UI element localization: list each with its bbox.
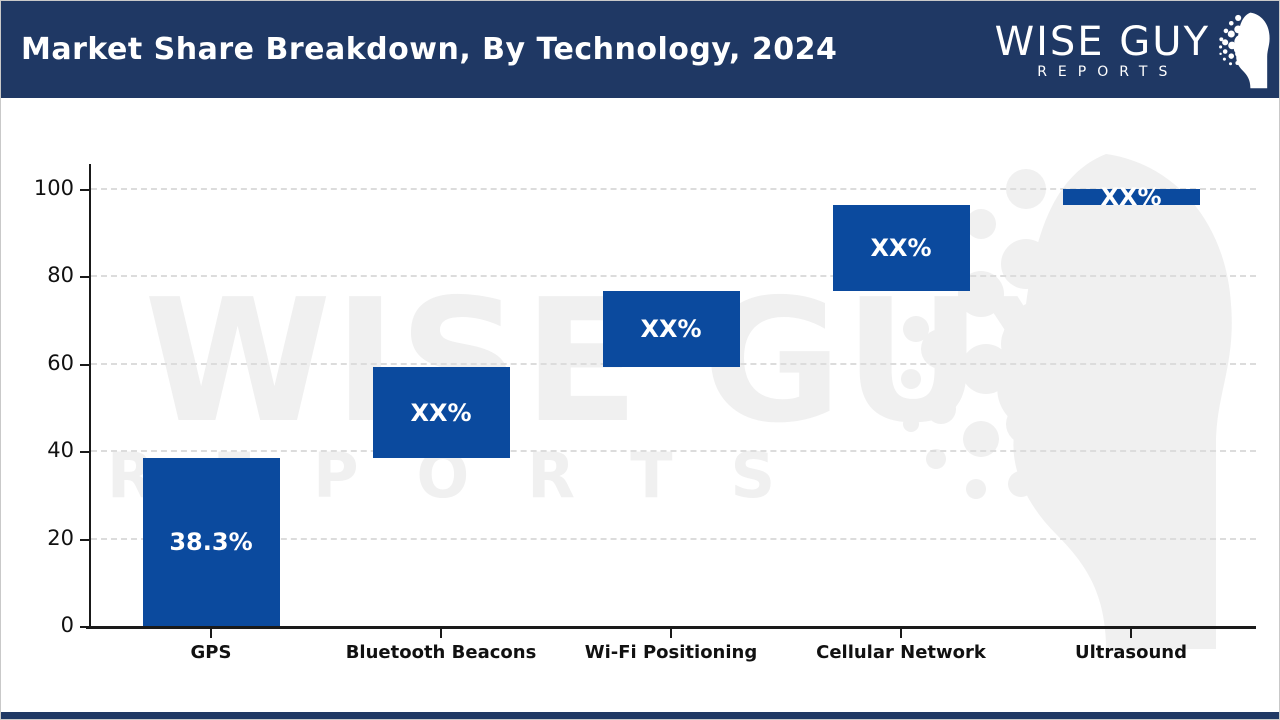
waterfall-chart: 0 20 40 60 80 100 38.3% GPS XX% Bluetooth Beacons… [1,98,1279,714]
y-tick-label-0: 0 [60,613,74,637]
brand-logo-reports: REPORTS [1037,63,1179,80]
bar-cellular-network: XX% [832,205,970,291]
x-tick-label-1: Bluetooth Beacons [345,642,537,663]
brand-logo-head-icon [1219,12,1270,89]
x-tick-1 [440,629,442,638]
y-tick-label-40: 40 [47,438,74,462]
bar-value-label: XX% [410,398,472,427]
y-tick-40 [80,451,89,453]
x-tick-label-3: Cellular Network [816,642,986,663]
y-tick-label-100: 100 [33,175,74,200]
brand-logo-wise-guy: WISE GUY [994,18,1210,65]
gridline-80 [91,275,1256,277]
bar-bluetooth-beacons: XX% [372,367,510,459]
gridline-40 [91,450,1256,452]
x-tick-3 [900,629,902,638]
x-tick-label-4: Ultrasound [1074,642,1187,663]
bar-value-label: 38.3% [169,528,253,557]
bar-ultrasound: XX% [1062,185,1200,209]
bar-value-label: XX% [870,234,932,262]
x-tick-label-0: GPS [190,642,232,663]
y-tick-60 [80,363,89,366]
gridline-20 [91,537,1256,540]
brand-logo-text: WISE GUY REPORTS [995,21,1210,80]
bar-value-label: XX% [640,314,702,343]
y-tick-0 [80,626,89,628]
bar-gps: 38.3% [142,458,280,626]
y-tick-100 [80,188,89,191]
page-title: Market Share Breakdown, By Technology, 2… [21,32,838,67]
bar-value-label: XX% [1100,182,1162,211]
brand-logo: WISE GUY REPORTS [995,7,1271,93]
y-tick-label-80: 80 [47,263,74,287]
x-tick-4 [1130,629,1132,638]
footer-bar [1,712,1279,719]
bar-wi-fi-positioning: XX% [602,290,740,367]
y-tick-label-60: 60 [47,350,74,375]
x-tick-0 [210,629,212,638]
y-axis-line [89,164,91,628]
y-tick-20 [80,538,89,541]
x-tick-2 [670,629,672,638]
x-axis-line [86,626,1256,629]
y-tick-label-20: 20 [47,525,74,550]
y-tick-80 [80,276,89,278]
x-tick-label-2: Wi-Fi Positioning [584,642,758,663]
header-bar: Market Share Breakdown, By Technology, 2… [1,1,1279,98]
gridline-100 [91,187,1256,190]
